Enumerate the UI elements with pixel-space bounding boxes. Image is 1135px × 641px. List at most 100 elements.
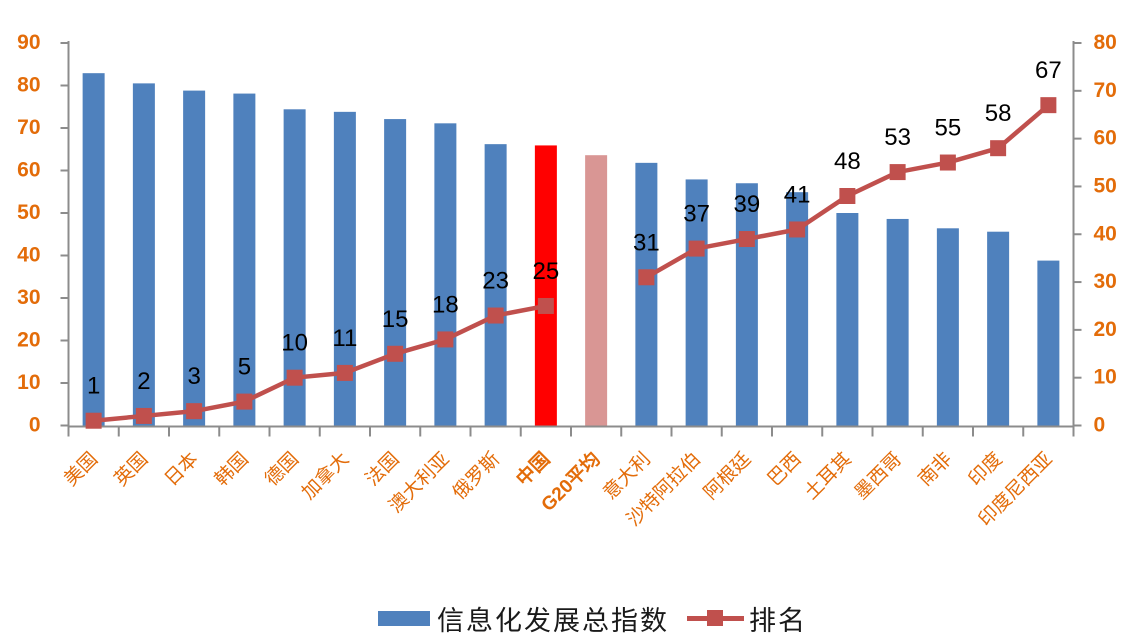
rank-label: 15	[382, 306, 409, 333]
rank-marker	[889, 164, 906, 181]
rank-marker	[437, 331, 454, 348]
rank-marker	[990, 140, 1007, 157]
x-category-label-韩国: 韩国	[210, 448, 252, 490]
x-category-label-日本: 日本	[160, 448, 202, 490]
rank-label: 2	[137, 368, 150, 395]
rank-label: 3	[187, 363, 200, 390]
x-category-label-南非: 南非	[914, 448, 956, 490]
rank-marker	[186, 403, 203, 420]
left-axis-tick-label: 30	[17, 286, 40, 309]
left-axis-tick-label: 80	[17, 74, 40, 97]
bar-series-swatch	[378, 610, 430, 626]
line-series-swatch	[687, 610, 744, 626]
rank-marker	[738, 231, 755, 248]
rank-marker	[789, 221, 806, 238]
bar-澳大利亚	[434, 123, 457, 427]
left-axis-tick-label: 50	[17, 201, 40, 224]
rank-marker	[387, 345, 404, 362]
bar-美国	[82, 73, 105, 427]
line-series-label: 排名	[749, 605, 807, 636]
rank-marker	[286, 369, 303, 386]
line-swatch-marker	[707, 610, 723, 626]
bar-英国	[132, 83, 155, 427]
right-axis-tick-label: 10	[1094, 366, 1117, 389]
right-axis-tick-label: 80	[1094, 31, 1117, 54]
rank-marker	[537, 297, 554, 314]
bar-韩国	[233, 93, 256, 427]
x-category-label-美国: 美国	[60, 448, 102, 490]
rank-marker	[688, 240, 705, 257]
rank-label: 39	[734, 191, 761, 218]
bar-德国	[283, 109, 306, 427]
rank-label: 31	[633, 229, 660, 256]
left-axis-tick-label: 70	[17, 116, 40, 139]
axes	[60, 41, 1082, 437]
axis-tick-labels: 0 10 20 30 40 50 60 70 80 90 0 10 20 30 40 50 60 70 80	[17, 31, 1117, 437]
bar-日本	[183, 90, 206, 427]
bar-阿根廷	[735, 183, 758, 427]
bar-印度	[987, 231, 1010, 427]
bar-series-label: 信息化发展总指数	[437, 605, 669, 636]
right-axis-tick-label: 70	[1094, 79, 1117, 102]
left-axis-tick-label: 20	[17, 329, 40, 352]
rank-label: 10	[281, 330, 308, 357]
right-axis-tick-label: 20	[1094, 318, 1117, 341]
rank-line-series	[85, 97, 1057, 429]
rank-label: 41	[784, 181, 811, 208]
rank-label: 23	[482, 268, 509, 295]
x-category-label-巴西: 巴西	[764, 449, 806, 491]
rank-marker	[939, 154, 956, 171]
rank-label: 55	[935, 115, 962, 142]
bar-加拿大	[333, 111, 356, 427]
bar-印度尼西亚	[1037, 260, 1060, 427]
x-category-label-中国: 中国	[511, 447, 554, 490]
right-axis-tick-label: 50	[1094, 174, 1117, 197]
rank-label: 11	[332, 325, 357, 352]
bar-墨西哥	[886, 218, 909, 427]
rank-label: 18	[432, 291, 459, 318]
rank-label: 1	[87, 373, 100, 400]
rank-label: 37	[683, 201, 710, 228]
rank-marker	[487, 307, 504, 324]
rank-marker	[638, 269, 655, 286]
left-axis-tick-label: 0	[29, 414, 41, 437]
rank-line-segment	[93, 303, 547, 423]
left-axis-tick-label: 10	[17, 371, 40, 394]
rank-label: 48	[834, 148, 861, 175]
bar-土耳其	[836, 213, 859, 427]
rank-marker	[336, 364, 353, 381]
bar-法国	[384, 119, 407, 427]
x-category-label-德国: 德国	[261, 448, 303, 490]
rank-marker	[85, 412, 102, 429]
rank-label: 25	[533, 258, 560, 285]
x-category-label-印度: 印度	[964, 448, 1006, 490]
bar-南非	[936, 228, 959, 427]
x-category-label-墨西哥: 墨西哥	[851, 449, 906, 504]
x-category-label-加拿大: 加拿大	[297, 447, 354, 504]
x-category-label-法国: 法国	[361, 448, 403, 490]
rank-marker	[1040, 97, 1057, 114]
bar-G20平均	[585, 155, 608, 427]
x-category-label-土耳其: 土耳其	[800, 448, 856, 504]
bar-中国	[534, 145, 557, 427]
bar-俄罗斯	[484, 144, 507, 427]
chart-legend: 信息化发展总指数 排名	[378, 602, 807, 636]
left-axis-tick-label: 60	[17, 159, 40, 182]
bar-意大利	[635, 162, 658, 427]
rank-label: 5	[238, 354, 251, 381]
rank-label: 67	[1035, 57, 1062, 84]
rank-label: 58	[985, 100, 1012, 127]
right-axis-tick-label: 0	[1094, 414, 1106, 437]
bars-group	[82, 73, 1060, 427]
bar-巴西	[786, 192, 809, 427]
rank-marker	[135, 407, 152, 424]
right-axis-tick-label: 30	[1094, 270, 1117, 293]
x-category-label-俄罗斯: 俄罗斯	[448, 448, 504, 504]
left-axis-tick-label: 90	[17, 31, 40, 54]
x-category-label-阿根廷: 阿根廷	[700, 448, 756, 504]
rank-marker	[839, 188, 856, 204]
